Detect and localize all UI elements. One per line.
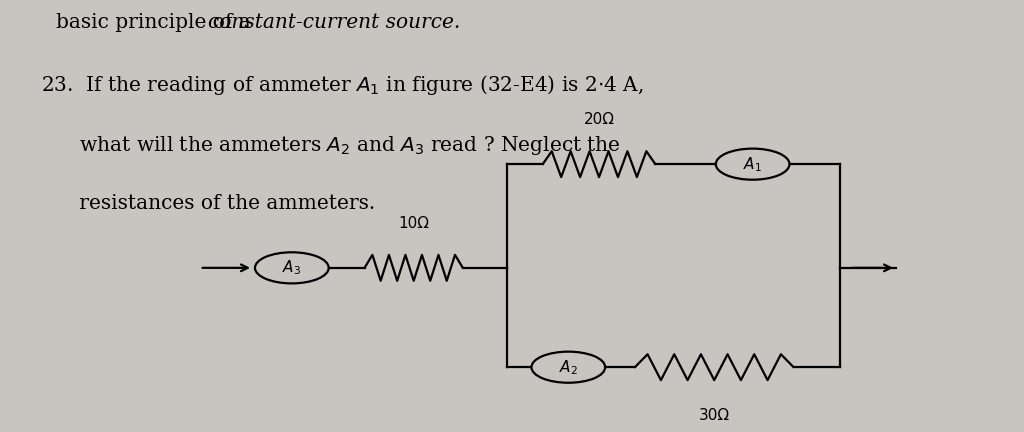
Text: $A_2$: $A_2$ [559,358,578,377]
Text: 30Ω: 30Ω [698,408,730,423]
Text: resistances of the ammeters.: resistances of the ammeters. [41,194,375,213]
Text: basic principle of a: basic principle of a [56,13,257,32]
Text: 20Ω: 20Ω [584,112,614,127]
Text: $A_1$: $A_1$ [743,155,762,174]
Text: $A_3$: $A_3$ [283,258,301,277]
Text: constant-current source.: constant-current source. [208,13,460,32]
Text: what will the ammeters $A_2$ and $A_3$ read ? Neglect the: what will the ammeters $A_2$ and $A_3$ r… [41,134,621,157]
Text: 10Ω: 10Ω [398,216,429,231]
Text: 23.  If the reading of ammeter $A_1$ in figure (32-E4) is 2$\cdot$4 A,: 23. If the reading of ammeter $A_1$ in f… [41,73,644,98]
